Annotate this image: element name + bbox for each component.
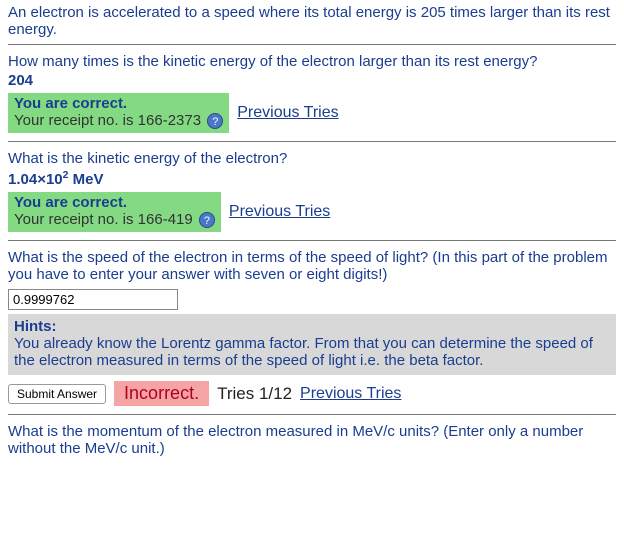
correct-feedback-2: You are correct. Your receipt no. is 166… [8,192,221,232]
divider [8,414,616,415]
previous-tries-link-3[interactable]: Previous Tries [300,385,401,403]
answer-2: 1.04×102 MeV [8,169,616,188]
problem-intro: An electron is accelerated to a speed wh… [8,4,616,38]
question-3: What is the speed of the electron in ter… [8,249,616,283]
previous-tries-link-1[interactable]: Previous Tries [237,104,338,122]
help-icon[interactable]: ? [199,212,215,228]
receipt-2: Your receipt no. is 166-419 [14,211,193,228]
incorrect-feedback: Incorrect. [114,381,209,406]
answer-1: 204 [8,72,616,89]
hints-body: You already know the Lorentz gamma facto… [14,335,610,369]
tries-count: Tries 1/12 [217,384,292,404]
receipt-1: Your receipt no. is 166-2373 [14,112,201,129]
divider [8,240,616,241]
correct-head-1: You are correct. [14,95,223,112]
hints-box: Hints: You already know the Lorentz gamm… [8,314,616,375]
question-4: What is the momentum of the electron mea… [8,423,616,457]
question-1: How many times is the kinetic energy of … [8,53,616,70]
answer-input-3[interactable] [8,289,178,310]
question-2: What is the kinetic energy of the electr… [8,150,616,167]
answer-2-unit: MeV [68,171,103,188]
answer-2-coef: 1.04×10 [8,171,63,188]
divider [8,141,616,142]
submit-answer-button[interactable]: Submit Answer [8,384,106,404]
correct-feedback-1: You are correct. Your receipt no. is 166… [8,93,229,133]
hints-heading: Hints: [14,318,610,335]
previous-tries-link-2[interactable]: Previous Tries [229,203,330,221]
divider [8,44,616,45]
help-icon[interactable]: ? [207,113,223,129]
correct-head-2: You are correct. [14,194,215,211]
